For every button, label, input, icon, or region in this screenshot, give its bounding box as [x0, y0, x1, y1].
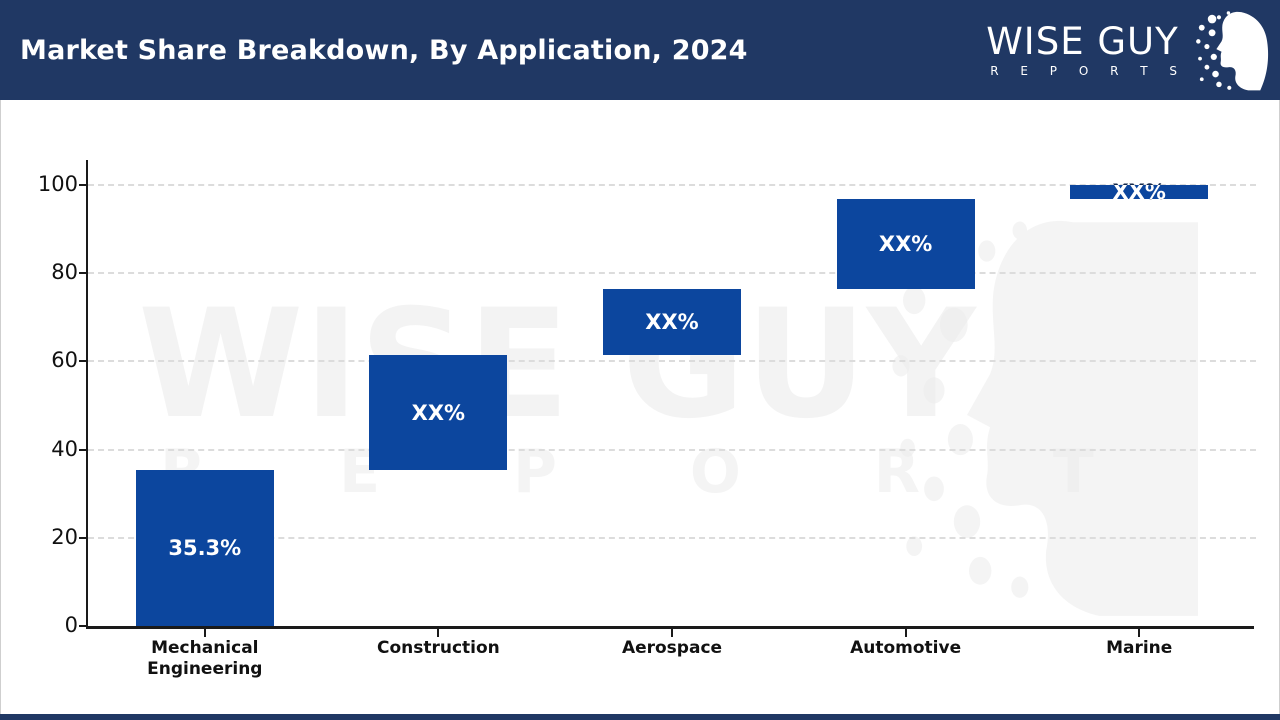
- y-tick-mark: [79, 625, 87, 627]
- bar-value-label: XX%: [645, 309, 699, 334]
- x-category-label: Marine: [1106, 638, 1173, 658]
- y-tick-label: 20: [51, 524, 78, 549]
- bar: XX%: [836, 198, 975, 289]
- x-tick-mark: [671, 629, 673, 637]
- y-tick-label: 80: [51, 260, 78, 285]
- y-axis-spine: [86, 160, 88, 628]
- header-banner: Market Share Breakdown, By Application, …: [0, 0, 1280, 100]
- y-tick-mark: [79, 272, 87, 275]
- y-tick-label: 60: [51, 348, 78, 373]
- bar-value-label: 35.3%: [168, 536, 242, 561]
- chart-title: Market Share Breakdown, By Application, …: [20, 34, 748, 66]
- x-category-label: Aerospace: [621, 638, 723, 658]
- y-tick-label: 0: [64, 613, 78, 637]
- footer-bar: [0, 714, 1280, 720]
- x-tick-mark: [1138, 629, 1141, 637]
- gridline: [88, 184, 1256, 186]
- bar-value-label: XX%: [411, 400, 466, 425]
- gridline: [88, 360, 1256, 363]
- gridline: [88, 448, 1256, 451]
- bar: XX%: [1070, 185, 1209, 199]
- logo-subtext: R E P O R T S: [990, 64, 1186, 78]
- x-category-label: Mechanical Engineering: [147, 638, 263, 680]
- y-tick-label: 40: [51, 436, 78, 461]
- x-tick-mark: [437, 629, 440, 637]
- bar-value-label: XX%: [1112, 185, 1166, 199]
- logo-head-icon: [1196, 11, 1269, 91]
- y-tick-mark: [79, 184, 87, 186]
- x-tick-mark: [904, 629, 907, 637]
- bar-value-label: XX%: [878, 231, 933, 256]
- logo-wordmark: WISE GUY: [986, 20, 1179, 63]
- y-tick-label: 100: [37, 172, 78, 196]
- gridline: [88, 272, 1256, 275]
- x-axis-spine: [86, 626, 1254, 629]
- gridline: [88, 536, 1256, 539]
- x-category-label: Automotive: [850, 638, 962, 658]
- y-tick-mark: [79, 360, 87, 363]
- bar: XX%: [603, 288, 741, 355]
- bar: XX%: [369, 354, 508, 471]
- bar: 35.3%: [135, 470, 274, 626]
- wise-guy-logo: WISE GUY R E P O R T S: [986, 6, 1280, 94]
- watermark-wordmark: WISE GUY: [138, 278, 976, 452]
- x-tick-mark: [203, 629, 206, 637]
- x-category-label: Construction: [376, 638, 500, 658]
- y-tick-mark: [79, 448, 87, 451]
- y-tick-mark: [79, 536, 87, 539]
